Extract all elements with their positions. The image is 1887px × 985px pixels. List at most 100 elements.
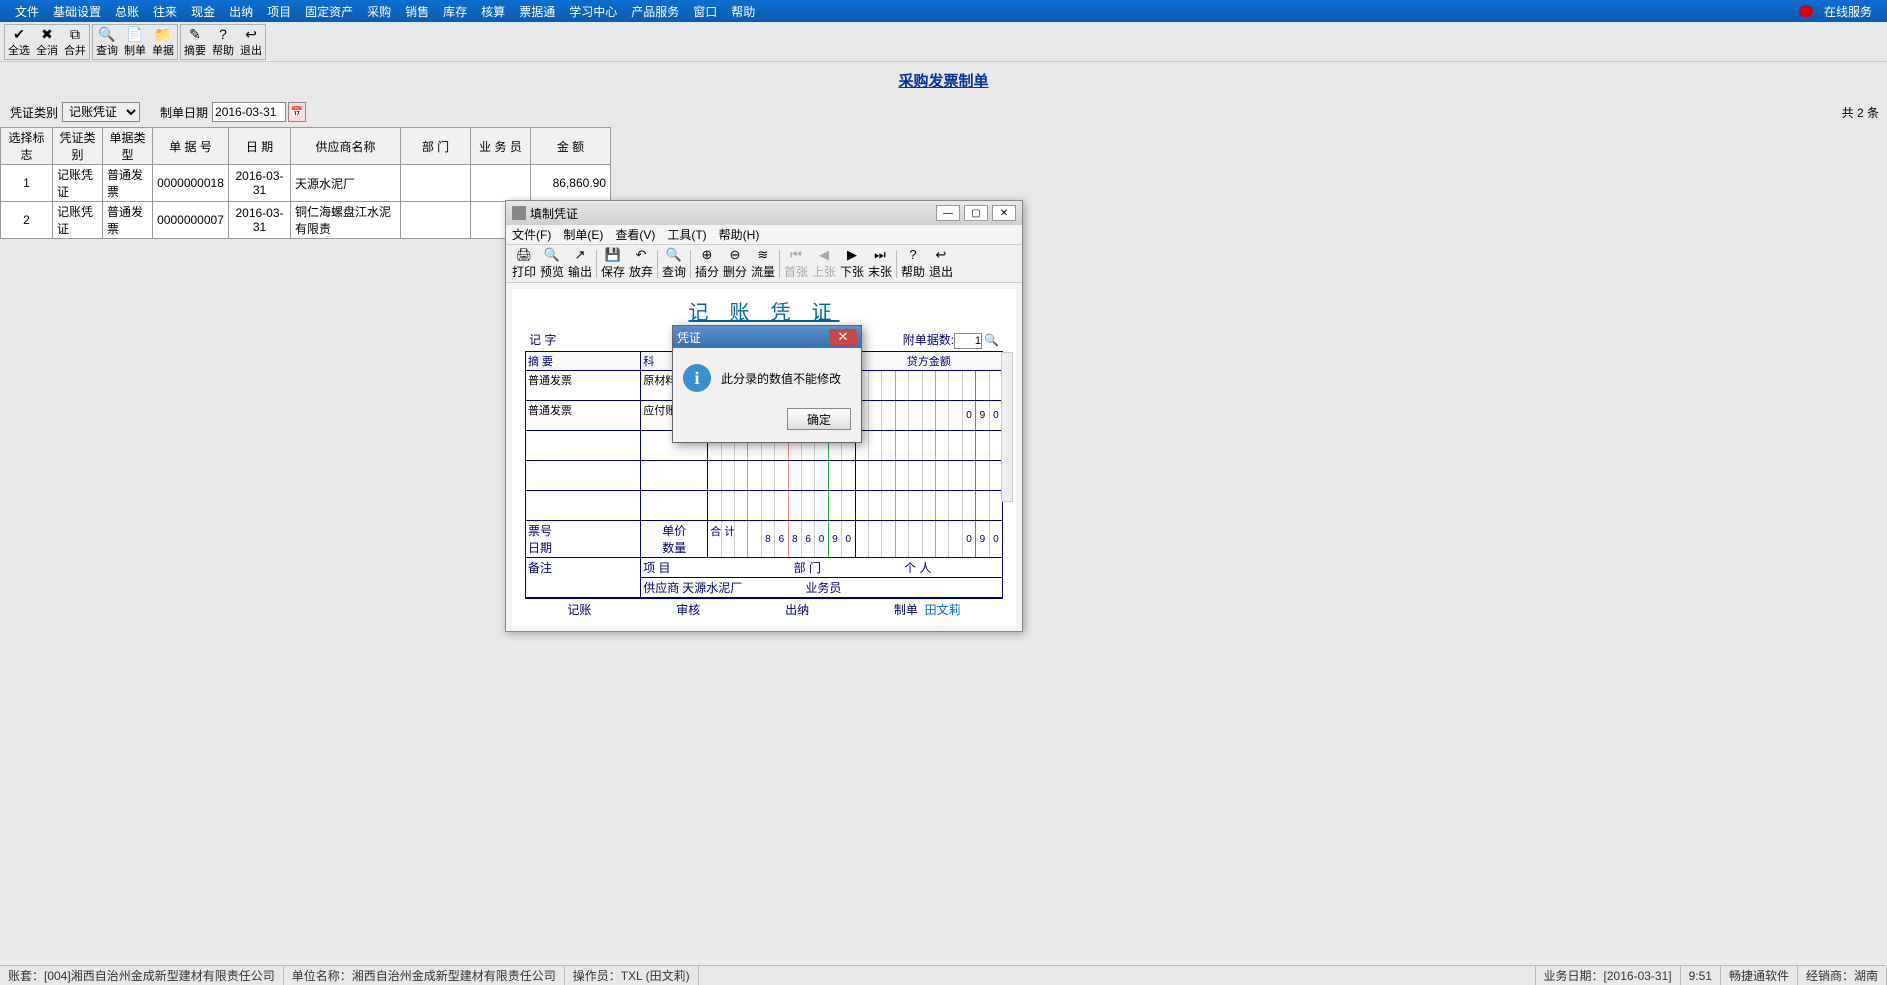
menu-item[interactable]: 往来 xyxy=(146,3,184,20)
prev-button: ◀上张 xyxy=(810,247,838,281)
menu-item[interactable]: 销售 xyxy=(398,3,436,20)
save-button[interactable]: 💾保存 xyxy=(599,247,627,281)
record-count: 共 2 条 xyxy=(1842,104,1879,121)
menu-item[interactable]: 学习中心 xyxy=(562,3,624,20)
voucher-row[interactable] xyxy=(526,461,1003,491)
credit-cell[interactable]: 090 xyxy=(855,401,1002,431)
table-row[interactable]: 1 记账凭证 普通发票 0000000018 2016-03-31 天源水泥厂 … xyxy=(1,165,611,202)
dialog-title: 凭证 xyxy=(677,329,701,346)
menu-item[interactable]: 核算 xyxy=(474,3,512,20)
help-button[interactable]: ?帮助 xyxy=(899,247,927,281)
menu-item[interactable]: 采购 xyxy=(360,3,398,20)
col-cat: 凭证类别 xyxy=(53,128,103,165)
query-button[interactable]: 🔍查询 xyxy=(660,247,688,281)
status-operator: 操作员：TXL (田文莉) xyxy=(565,966,699,985)
help-button[interactable]: ?帮助 xyxy=(209,25,237,59)
delete-line-button[interactable]: ⊖删分 xyxy=(721,247,749,281)
attach-label: 附单据数: xyxy=(903,333,954,347)
menu-item[interactable]: 项目 xyxy=(260,3,298,20)
status-account: 账套：[004]湘西自治州金成新型建材有限责任公司 xyxy=(0,966,284,985)
maximize-button[interactable]: ▢ xyxy=(964,205,988,221)
query-button[interactable]: 🔍查询 xyxy=(93,25,121,59)
menu-item[interactable]: 出纳 xyxy=(222,3,260,20)
first-button: ⏮首张 xyxy=(782,247,810,281)
export-button[interactable]: ↗输出 xyxy=(566,247,594,281)
col-billno: 单 据 号 xyxy=(153,128,229,165)
status-software: 畅捷通软件 xyxy=(1721,966,1798,985)
minimize-button[interactable]: — xyxy=(936,205,960,221)
dialog-message: 此分录的数值不能修改 xyxy=(721,370,841,387)
next-button[interactable]: ▶下张 xyxy=(838,247,866,281)
print-button[interactable]: 🖨打印 xyxy=(510,247,538,281)
menu-item[interactable]: 查看(V) xyxy=(615,226,655,243)
sign-cashier: 出纳 xyxy=(785,601,809,618)
voucher-type-label: 凭证类别 xyxy=(10,104,58,121)
bill-button[interactable]: 📁单据 xyxy=(149,25,177,59)
debit-total: 合 计8686090 xyxy=(708,521,855,558)
lookup-icon[interactable]: 🔍 xyxy=(984,333,999,347)
col-date: 日 期 xyxy=(229,128,291,165)
info-icon: i xyxy=(683,364,711,392)
exit-button[interactable]: ↩退出 xyxy=(927,247,955,281)
dialog-close-button[interactable]: ✕ xyxy=(829,329,857,345)
vertical-scrollbar[interactable] xyxy=(1001,352,1013,502)
exit-button[interactable]: ↩退出 xyxy=(237,25,265,59)
voucher-menubar: 文件(F) 制单(E) 查看(V) 工具(T) 帮助(H) xyxy=(506,225,1022,245)
summary-button[interactable]: ✎摘要 xyxy=(181,25,209,59)
bill-date-label: 制单日期 xyxy=(160,104,208,121)
status-bizdate: 业务日期：[2016-03-31] xyxy=(1536,966,1681,985)
deselect-all-button[interactable]: ✖全消 xyxy=(33,25,61,59)
menu-item[interactable]: 固定资产 xyxy=(298,3,360,20)
voucher-row[interactable] xyxy=(526,491,1003,521)
main-menubar: 文件 基础设置 总账 往来 现金 出纳 项目 固定资产 采购 销售 库存 核算 … xyxy=(0,0,1887,22)
cashflow-button[interactable]: ≋流量 xyxy=(749,247,777,281)
menu-item[interactable]: 工具(T) xyxy=(667,226,706,243)
bill-date-input[interactable] xyxy=(212,102,286,122)
menu-item[interactable]: 现金 xyxy=(184,3,222,20)
page-title: 采购发票制单 xyxy=(0,62,1887,99)
col-clerk: 业 务 员 xyxy=(471,128,531,165)
menu-item[interactable]: 帮助(H) xyxy=(719,226,760,243)
menu-item[interactable]: 产品服务 xyxy=(624,3,686,20)
preview-button[interactable]: 🔍预览 xyxy=(538,247,566,281)
status-dealer: 经销商：湖南 xyxy=(1798,966,1887,985)
menu-item[interactable]: 窗口 xyxy=(686,3,724,20)
menu-item[interactable]: 票据通 xyxy=(512,3,562,20)
supplier-link[interactable]: 天源水泥厂 xyxy=(682,581,742,595)
filter-row: 凭证类别 记账凭证 制单日期 📅 共 2 条 xyxy=(0,99,1887,125)
col-dept: 部 门 xyxy=(401,128,471,165)
credit-total: 090 xyxy=(855,521,1002,558)
online-service-link[interactable]: 在线服务 xyxy=(1817,3,1879,20)
main-toolbar: ✔全选 ✖全消 ⧉合并 🔍查询 📄制单 📁单据 ✎摘要 ?帮助 ↩退出 xyxy=(0,22,1887,62)
menu-item[interactable]: 基础设置 xyxy=(46,3,108,20)
voucher-window-title: 填制凭证 xyxy=(530,205,578,222)
make-voucher-button[interactable]: 📄制单 xyxy=(121,25,149,59)
sign-book: 记账 xyxy=(567,601,591,618)
insert-line-button[interactable]: ⊕插分 xyxy=(693,247,721,281)
last-button[interactable]: ⏭末张 xyxy=(866,247,894,281)
close-button[interactable]: ✕ xyxy=(992,205,1016,221)
status-time: 9:51 xyxy=(1681,966,1721,985)
select-all-button[interactable]: ✔全选 xyxy=(5,25,33,59)
ok-button[interactable]: 确定 xyxy=(787,408,851,430)
voucher-window-titlebar[interactable]: 填制凭证 — ▢ ✕ xyxy=(506,201,1022,225)
discard-button[interactable]: ↶放弃 xyxy=(627,247,655,281)
menu-item[interactable]: 总账 xyxy=(108,3,146,20)
menu-item[interactable]: 文件 xyxy=(8,3,46,20)
attach-input[interactable] xyxy=(954,333,982,349)
menu-item[interactable]: 帮助 xyxy=(724,3,762,20)
statusbar: 账套：[004]湘西自治州金成新型建材有限责任公司 单位名称：湘西自治州金成新型… xyxy=(0,965,1887,985)
info-dialog: 凭证 ✕ i 此分录的数值不能修改 确定 xyxy=(672,325,862,443)
voucher-type-select[interactable]: 记账凭证 xyxy=(62,102,140,122)
sign-audit: 审核 xyxy=(676,601,700,618)
calendar-icon[interactable]: 📅 xyxy=(288,102,306,122)
dialog-titlebar[interactable]: 凭证 ✕ xyxy=(673,326,861,348)
menu-item[interactable]: 文件(F) xyxy=(512,226,551,243)
voucher-word: 记 字 xyxy=(529,331,556,349)
merge-button[interactable]: ⧉合并 xyxy=(61,25,89,59)
menu-item[interactable]: 制单(E) xyxy=(563,226,603,243)
sign-maker: 田文莉 xyxy=(925,603,961,617)
menu-item[interactable]: 库存 xyxy=(436,3,474,20)
credit-cell[interactable] xyxy=(855,371,1002,401)
voucher-toolbar: 🖨打印 🔍预览 ↗输出 💾保存 ↶放弃 🔍查询 ⊕插分 ⊖删分 ≋流量 ⏮首张 … xyxy=(506,245,1022,283)
